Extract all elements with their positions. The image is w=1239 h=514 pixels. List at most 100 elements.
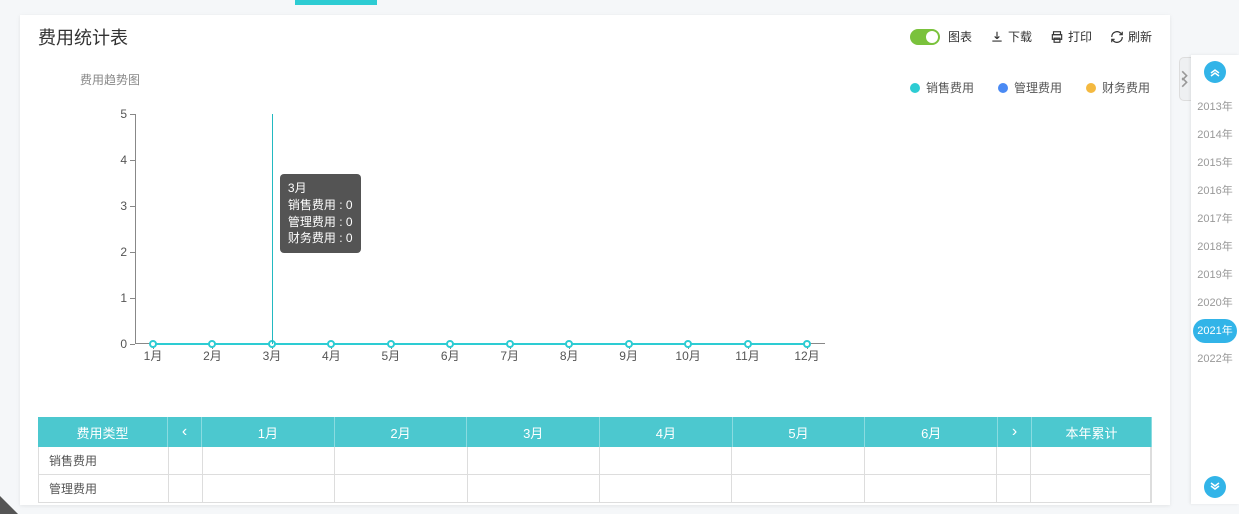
year-option[interactable]: 2013年 [1193, 95, 1237, 119]
year-option[interactable]: 2016年 [1193, 179, 1237, 203]
year-option[interactable]: 2019年 [1193, 263, 1237, 287]
y-axis-label: 1 [97, 291, 127, 305]
year-option[interactable]: 2022年 [1193, 347, 1237, 371]
chart-area: 费用趋势图 销售费用管理费用财务费用 0123451月2月3月4月5月6月7月8… [20, 59, 1170, 409]
year-panel-collapse[interactable] [1179, 57, 1191, 101]
chart-plot[interactable]: 0123451月2月3月4月5月6月7月8月9月10月11月12月3月销售费用 … [135, 114, 825, 344]
table-cell-pad [169, 475, 203, 502]
series-marker [625, 340, 633, 348]
legend-dot-icon [1086, 83, 1096, 93]
chevron-down-double-icon [1209, 481, 1221, 493]
series-marker [565, 340, 573, 348]
table-cell-type: 销售费用 [39, 447, 169, 474]
chart-hover-line [272, 114, 273, 344]
table-cell-month [865, 475, 997, 502]
table-cell-total [1031, 447, 1151, 474]
x-axis-label: 6月 [441, 347, 460, 364]
table-header-month: 1月 [202, 417, 335, 447]
chart-tooltip: 3月销售费用 : 0管理费用 : 0财务费用 : 0 [280, 174, 361, 253]
x-axis-label: 10月 [675, 347, 700, 364]
y-axis-label: 4 [97, 153, 127, 167]
series-marker [208, 340, 216, 348]
table-header-total: 本年累计 [1032, 417, 1152, 447]
y-axis-tick [130, 252, 135, 253]
refresh-label: 刷新 [1128, 28, 1152, 45]
table-next-months[interactable]: › [998, 417, 1032, 447]
legend-item[interactable]: 财务费用 [1086, 79, 1150, 96]
x-axis-label: 9月 [619, 347, 638, 364]
x-axis-label: 7月 [500, 347, 519, 364]
series-marker [684, 340, 692, 348]
legend-dot-icon [998, 83, 1008, 93]
x-axis-label: 3月 [263, 347, 282, 364]
page-root: 费用统计表 图表 下载 打印 刷新 [0, 0, 1239, 514]
y-axis-label: 2 [97, 245, 127, 259]
year-option[interactable]: 2018年 [1193, 235, 1237, 259]
series-marker [149, 340, 157, 348]
chart-toggle[interactable]: 图表 [910, 28, 972, 45]
y-axis-label: 0 [97, 337, 127, 351]
chevron-up-double-icon [1209, 66, 1221, 78]
legend-label: 财务费用 [1102, 79, 1150, 96]
year-option[interactable]: 2021年 [1193, 319, 1237, 343]
x-axis-label: 2月 [203, 347, 222, 364]
table-prev-months[interactable]: ‹ [168, 417, 202, 447]
table-body: 销售费用管理费用 [38, 447, 1152, 503]
download-label: 下载 [1008, 28, 1032, 45]
download-icon [990, 30, 1004, 44]
table-row: 销售费用 [38, 447, 1152, 475]
refresh-icon [1110, 30, 1124, 44]
x-axis-label: 8月 [560, 347, 579, 364]
y-axis-tick [130, 160, 135, 161]
legend-item[interactable]: 销售费用 [910, 79, 974, 96]
series-marker [446, 340, 454, 348]
table-cell-month [335, 447, 467, 474]
print-button[interactable]: 打印 [1050, 28, 1092, 45]
y-axis-label: 5 [97, 107, 127, 121]
series-marker [506, 340, 514, 348]
legend-item[interactable]: 管理费用 [998, 79, 1062, 96]
series-marker [744, 340, 752, 348]
table-header-month: 5月 [733, 417, 866, 447]
chart-toggle-label: 图表 [948, 28, 972, 45]
series-marker [803, 340, 811, 348]
table-header-row: 费用类型‹1月2月3月4月5月6月›本年累计 [38, 417, 1152, 447]
refresh-button[interactable]: 刷新 [1110, 28, 1152, 45]
y-axis-tick [130, 114, 135, 115]
page-title: 费用统计表 [38, 24, 128, 50]
chevron-right-double-icon [1180, 68, 1191, 90]
y-axis-label: 3 [97, 199, 127, 213]
year-scroll-down[interactable] [1204, 476, 1226, 498]
year-option[interactable]: 2014年 [1193, 123, 1237, 147]
table-cell-total [1031, 475, 1151, 502]
table-cell-month [732, 447, 864, 474]
year-option[interactable]: 2017年 [1193, 207, 1237, 231]
table-header-month: 6月 [865, 417, 998, 447]
x-axis-label: 11月 [735, 347, 759, 364]
year-list: 2013年 2014年 2015年 2016年 2017年 2018年 2019年 2020年… [1193, 89, 1237, 470]
print-icon [1050, 30, 1064, 44]
x-axis-label: 4月 [322, 347, 341, 364]
y-axis-tick [130, 344, 135, 345]
year-option[interactable]: 2020年 [1193, 291, 1237, 315]
chart-legend: 销售费用 管理费用 财务费用 [910, 79, 1150, 96]
table-header-month: 3月 [467, 417, 600, 447]
table-cell-type: 管理费用 [39, 475, 169, 502]
print-label: 打印 [1068, 28, 1092, 45]
table-cell-pad [997, 475, 1031, 502]
table-header-month: 4月 [600, 417, 733, 447]
table-cell-pad [169, 447, 203, 474]
year-panel: 2013年 2014年 2015年 2016年 2017年 2018年 2019年 2020年… [1191, 55, 1239, 504]
x-axis-label: 1月 [144, 347, 163, 364]
table-cell-month [468, 475, 600, 502]
year-scroll-up[interactable] [1204, 61, 1226, 83]
y-axis [135, 114, 136, 344]
legend-label: 销售费用 [926, 79, 974, 96]
download-button[interactable]: 下载 [990, 28, 1032, 45]
table-row: 管理费用 [38, 475, 1152, 503]
table-cell-month [203, 475, 335, 502]
table-header-month: 2月 [335, 417, 468, 447]
y-axis-tick [130, 298, 135, 299]
year-option[interactable]: 2015年 [1193, 151, 1237, 175]
table-cell-pad [997, 447, 1031, 474]
